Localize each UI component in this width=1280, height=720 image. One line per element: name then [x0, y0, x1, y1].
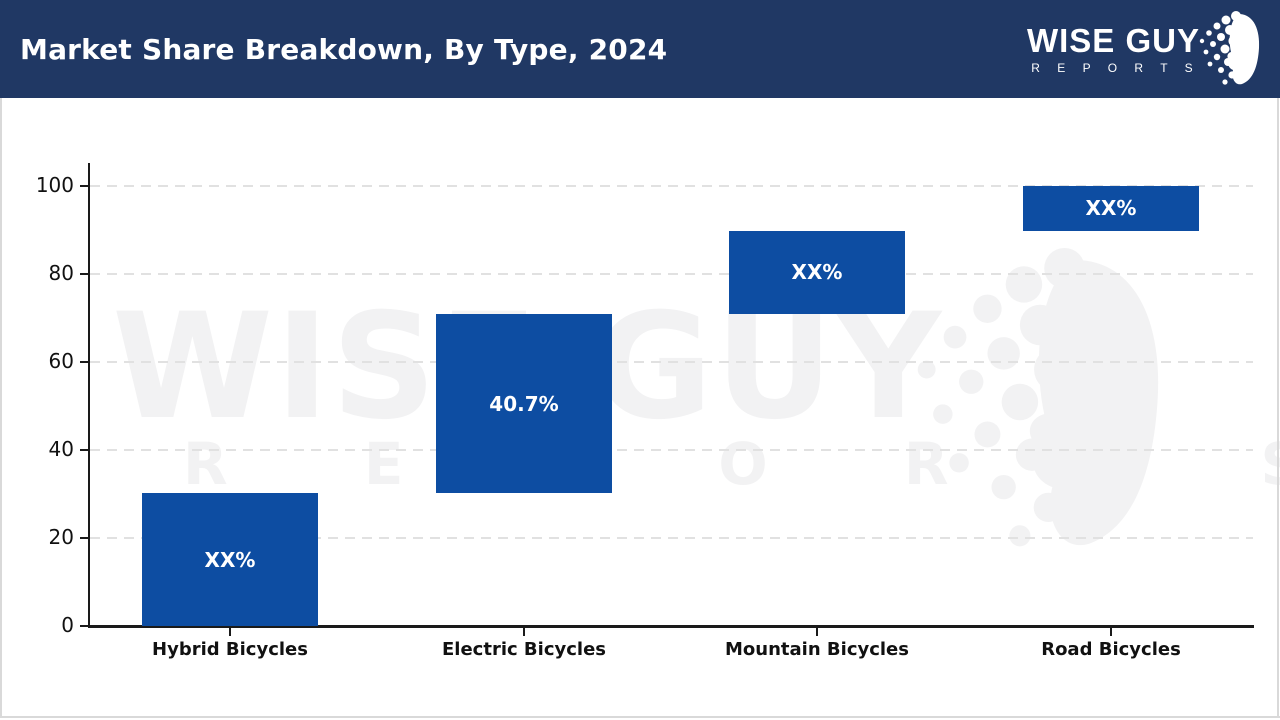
y-tick-label: 20	[48, 525, 74, 549]
y-tick-label: 60	[48, 349, 74, 373]
brand-name: WISE GUY	[1026, 22, 1200, 59]
bar: XX%	[1023, 186, 1199, 231]
y-axis-line	[88, 163, 90, 628]
x-category-label: Road Bicycles	[1041, 639, 1181, 660]
bar-value-label: 40.7%	[489, 391, 559, 416]
bar: XX%	[729, 230, 905, 315]
y-tick	[80, 449, 88, 451]
gridline	[90, 361, 1253, 363]
x-tick	[229, 628, 231, 636]
x-tick	[523, 628, 525, 636]
page-border-right	[1277, 98, 1279, 718]
gridline	[90, 185, 1253, 187]
x-category-label: Mountain Bicycles	[725, 639, 909, 660]
y-tick	[80, 625, 88, 627]
page-border-left	[0, 98, 2, 718]
page-border-bottom	[0, 716, 1280, 718]
header-bar: Market Share Breakdown, By Type, 2024 WI…	[0, 0, 1280, 98]
brand-subtitle: R E P O R T S	[1031, 61, 1200, 75]
page-title: Market Share Breakdown, By Type, 2024	[20, 32, 668, 66]
y-tick	[80, 361, 88, 363]
y-tick-label: 80	[48, 261, 74, 285]
y-tick-label: 0	[61, 613, 74, 637]
x-tick	[816, 628, 818, 636]
x-category-label: Hybrid Bicycles	[152, 639, 308, 660]
bar: 40.7%	[436, 314, 612, 494]
brand-logo-text: WISE GUY R E P O R T S	[1026, 22, 1200, 76]
y-tick	[80, 273, 88, 275]
logo-face-icon	[1199, 11, 1260, 85]
brand-logo: WISE GUY R E P O R T S	[1027, 8, 1264, 90]
y-tick-label: 40	[48, 437, 74, 461]
bar: XX%	[142, 493, 318, 626]
x-axis-line	[88, 625, 1254, 628]
x-category-label: Electric Bicycles	[442, 639, 606, 660]
bar-value-label: XX%	[1085, 196, 1137, 221]
y-tick	[80, 537, 88, 539]
watermark-face-icon	[917, 247, 1159, 547]
gridline	[90, 273, 1253, 275]
gridline	[90, 449, 1253, 451]
bar-value-label: XX%	[204, 547, 256, 572]
gridline	[90, 537, 1253, 539]
y-tick	[80, 185, 88, 187]
y-tick-label: 100	[35, 173, 74, 197]
x-tick	[1110, 628, 1112, 636]
bar-value-label: XX%	[791, 260, 843, 285]
